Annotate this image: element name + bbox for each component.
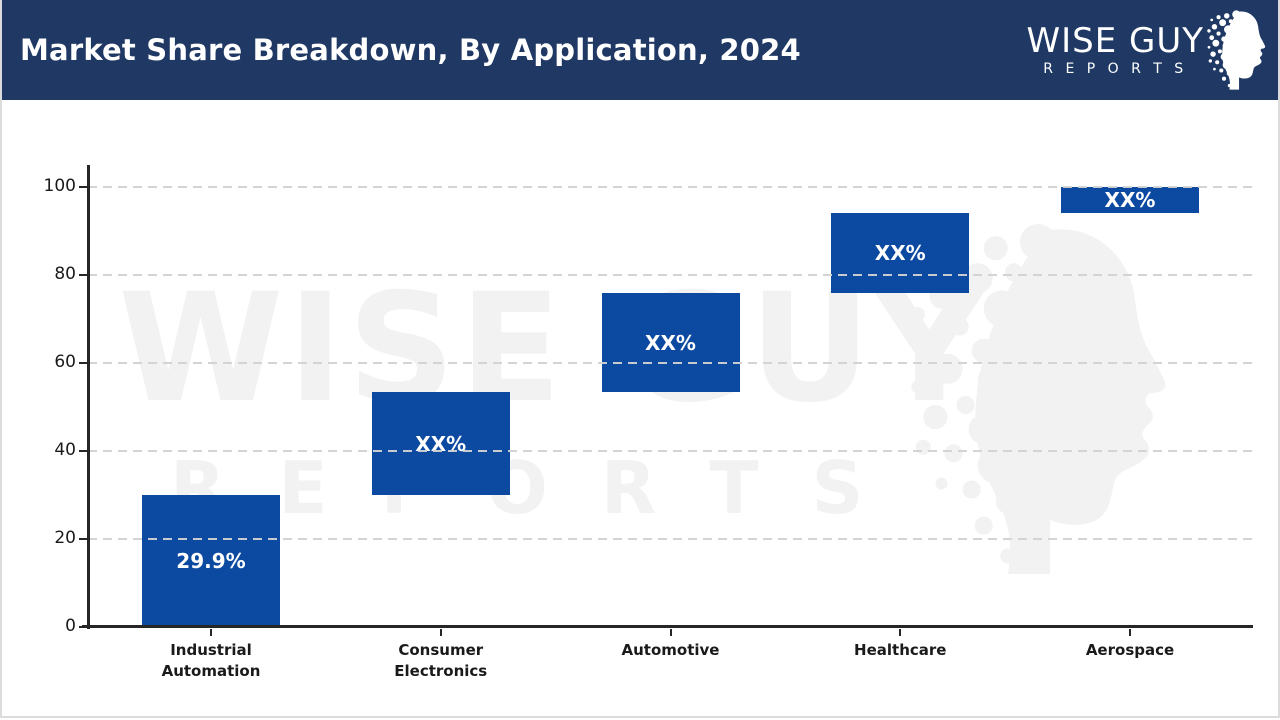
y-tick-label-0: 0 xyxy=(65,616,76,636)
gridline-40 xyxy=(88,450,1253,452)
category-label-5: Aerospace xyxy=(1015,640,1245,661)
category-label-line: Industrial xyxy=(170,641,252,659)
bar-value-label: XX% xyxy=(874,241,926,266)
y-tick-mark-40 xyxy=(79,450,87,452)
chart-plot-area: 0 20 40 60 80 100 29.9% Industrial Automation XX%… xyxy=(0,100,1280,720)
y-tick-label-60: 60 xyxy=(54,352,76,372)
wise-guy-logo: WISE GUY R E P O R T S xyxy=(1026,9,1268,91)
x-tick-mark-4 xyxy=(899,629,902,636)
watermark-subtext: R E P O R T S xyxy=(170,446,878,530)
bar-industrial-automation: 29.9% xyxy=(142,495,280,627)
x-tick-mark-3 xyxy=(669,629,672,636)
bar-value-label: XX% xyxy=(645,330,696,355)
category-label-line: Healthcare xyxy=(854,641,947,659)
category-label-line: Automotive xyxy=(621,641,720,659)
category-label-1: Industrial Automation xyxy=(96,640,326,682)
y-tick-mark-0 xyxy=(79,626,87,628)
category-label-line: Aerospace xyxy=(1085,641,1175,659)
gridline-80 xyxy=(88,274,1253,276)
x-tick-mark-2 xyxy=(439,629,442,636)
chart-title: Market Share Breakdown, By Application, … xyxy=(20,33,801,67)
gridline-60 xyxy=(88,362,1253,364)
y-tick-label-100: 100 xyxy=(43,176,76,196)
logo-wordmark: WISE GUY xyxy=(1026,21,1204,61)
y-axis-line xyxy=(87,165,90,629)
bar-value-label: XX% xyxy=(415,431,467,456)
y-tick-label-40: 40 xyxy=(54,440,76,460)
y-tick-mark-100 xyxy=(79,186,87,188)
category-label-line: Electronics xyxy=(394,662,488,680)
x-axis-line xyxy=(82,625,1253,628)
bar-consumer-electronics: XX% xyxy=(371,392,510,496)
y-tick-label-20: 20 xyxy=(54,528,76,548)
gridline-20 xyxy=(88,538,1253,540)
logo-head-icon xyxy=(1207,10,1266,90)
y-tick-mark-20 xyxy=(79,538,87,540)
bar-automotive: XX% xyxy=(601,293,740,393)
x-tick-mark-5 xyxy=(1129,629,1131,636)
x-tick-mark-1 xyxy=(210,629,212,636)
logo-subtext: R E P O R T S xyxy=(1043,61,1188,77)
y-tick-label-80: 80 xyxy=(54,264,76,284)
bar-value-label: 29.9% xyxy=(176,549,246,574)
category-label-4: Healthcare xyxy=(785,640,1015,661)
category-label-2: Consumer Electronics xyxy=(326,640,556,682)
gridline-100 xyxy=(88,186,1253,188)
bar-value-label: XX% xyxy=(1104,188,1156,213)
category-label-line: Automation xyxy=(161,662,261,680)
bar-healthcare: XX% xyxy=(831,213,970,294)
category-label-3: Automotive xyxy=(556,640,786,661)
y-tick-mark-60 xyxy=(79,362,87,364)
category-label-line: Consumer xyxy=(398,641,484,659)
bar-aerospace: XX% xyxy=(1061,187,1199,214)
logo-text-block: WISE GUY R E P O R T S xyxy=(1026,23,1204,77)
y-tick-mark-80 xyxy=(79,274,87,276)
header-bar: Market Share Breakdown, By Application, … xyxy=(0,0,1280,100)
